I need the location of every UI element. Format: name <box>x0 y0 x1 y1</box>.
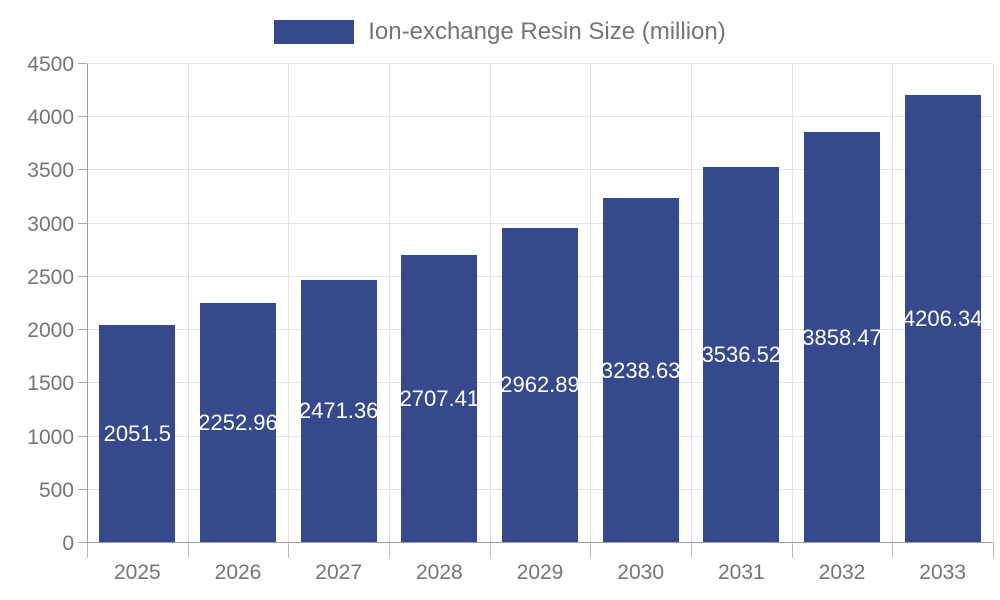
x-tick-label: 2029 <box>516 561 564 584</box>
bar-value-label: 4206.34 <box>904 306 981 332</box>
x-axis-tick <box>791 543 793 558</box>
bar-value-label: 2707.41 <box>401 385 478 411</box>
y-axis-tick <box>78 275 87 277</box>
x-axis-tick <box>489 543 491 558</box>
grid-line-vertical <box>389 64 390 543</box>
x-tick-label: 2033 <box>919 561 967 584</box>
x-tick-label: 2026 <box>214 561 262 584</box>
x-axis-tick <box>87 543 88 558</box>
grid-line-vertical <box>187 64 189 543</box>
y-tick-label: 1000 <box>27 425 74 449</box>
y-tick-label: 2000 <box>27 319 74 343</box>
bar-value-label: 2471.36 <box>300 398 377 424</box>
y-axis-tick <box>78 542 87 543</box>
x-axis-tick <box>892 543 894 558</box>
y-axis-tick <box>78 63 87 64</box>
x-axis-tick <box>187 543 189 558</box>
bar-2027[interactable]: 2471.36 <box>300 279 377 543</box>
y-axis-tick <box>78 435 87 437</box>
x-axis-tick <box>993 543 994 558</box>
y-axis-tick <box>78 222 87 224</box>
grid-line-vertical <box>489 64 491 543</box>
bar-value-label: 3536.52 <box>703 341 780 367</box>
bar-value-label: 3858.47 <box>804 324 880 350</box>
y-axis-tick <box>78 382 87 384</box>
x-tick-label: 2028 <box>415 561 463 584</box>
x-axis-labels: 2025 2026 2027 2028 2029 2030 2031 2032 2033 <box>87 561 993 591</box>
y-tick-label: 500 <box>38 478 74 502</box>
y-tick-label: 3000 <box>27 212 74 236</box>
grid-line-vertical <box>892 64 894 543</box>
y-axis-labels: 0 500 1000 1500 2000 2500 3000 3500 4000 4500 <box>0 54 74 554</box>
grid-line-vertical <box>288 64 290 543</box>
x-tick-label: 2025 <box>113 561 161 584</box>
bar-2028[interactable]: 2707.41 <box>401 254 478 543</box>
bar-2029[interactable]: 2962.89 <box>502 227 578 543</box>
bar-2025[interactable]: 2051.5 <box>99 324 176 543</box>
legend: Ion-exchange Resin Size (million) <box>0 18 1000 46</box>
bar-2026[interactable]: 2252.96 <box>200 303 276 543</box>
y-tick-label: 1500 <box>27 372 74 396</box>
grid-line-vertical <box>993 64 994 543</box>
x-tick-label: 2032 <box>818 561 866 584</box>
y-axis-tick <box>78 169 87 171</box>
y-tick-label: 2500 <box>27 265 74 289</box>
bar-2030[interactable]: 3238.63 <box>602 198 679 543</box>
x-tick-label: 2030 <box>617 561 665 584</box>
plot-area: 2051.5 2252.96 2471.36 2707.41 2962.89 3238.6… <box>78 63 994 558</box>
grid-line-horizontal <box>87 222 993 224</box>
grid-line-horizontal <box>87 116 993 118</box>
y-axis-tick <box>78 116 87 118</box>
x-tick-label: 2031 <box>717 561 765 584</box>
grid-line-vertical <box>590 64 592 543</box>
grid-line-vertical <box>791 64 793 543</box>
bar-value-label: 2051.5 <box>103 420 171 446</box>
legend-item[interactable]: Ion-exchange Resin Size (million) <box>274 18 726 46</box>
y-axis-line <box>87 64 88 543</box>
legend-label: Ion-exchange Resin Size (million) <box>368 18 726 45</box>
x-axis-tick <box>288 543 290 558</box>
y-tick-label: 3500 <box>27 159 74 183</box>
bar-2033[interactable]: 4206.34 <box>904 95 981 543</box>
bar-value-label: 3238.63 <box>602 357 679 383</box>
x-axis-tick <box>691 543 692 558</box>
bar-2032[interactable]: 3858.47 <box>804 132 880 543</box>
legend-swatch-icon <box>274 20 355 44</box>
grid-line-vertical <box>691 64 692 543</box>
grid-line-horizontal <box>87 169 993 171</box>
bar-value-label: 2252.96 <box>200 410 276 436</box>
x-tick-label: 2027 <box>315 561 363 584</box>
y-axis-tick <box>78 329 87 331</box>
x-axis-tick <box>389 543 390 558</box>
x-axis-tick <box>590 543 592 558</box>
x-axis-line <box>87 542 993 543</box>
bar-2031[interactable]: 3536.52 <box>703 166 780 543</box>
bar-value-label: 2962.89 <box>502 372 578 398</box>
y-tick-label: 0 <box>62 532 74 555</box>
y-tick-label: 4000 <box>27 106 74 130</box>
grid-line-horizontal <box>87 63 993 64</box>
y-axis-tick <box>78 488 87 490</box>
y-tick-label: 4500 <box>27 53 74 76</box>
